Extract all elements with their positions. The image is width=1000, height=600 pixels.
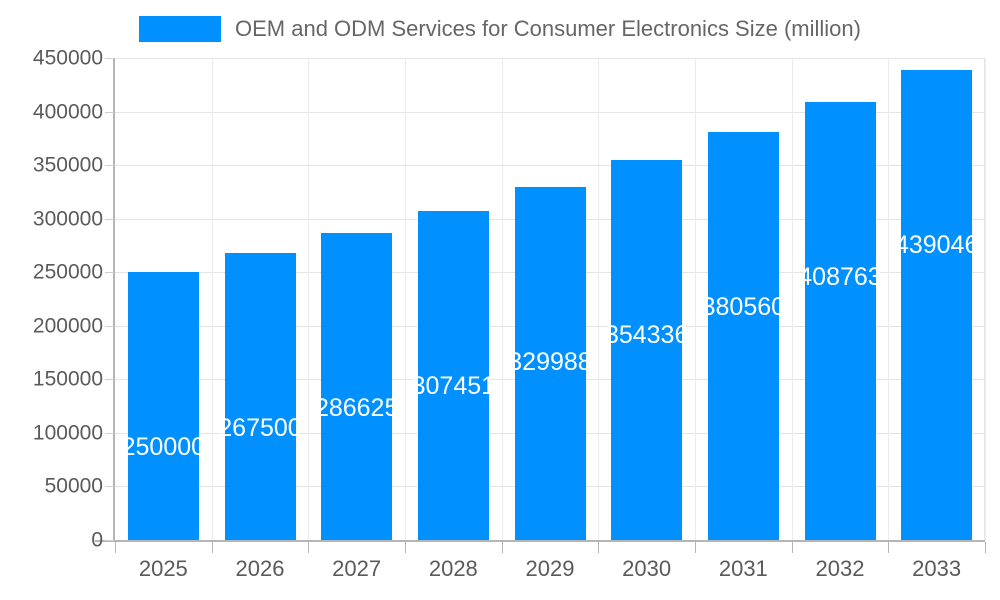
y-axis-tick-mark — [105, 165, 114, 167]
y-axis-tick-mark — [105, 111, 114, 113]
bar[interactable] — [321, 232, 393, 540]
gridline-vertical — [985, 58, 986, 540]
x-axis-tick-mark — [598, 542, 600, 553]
gridline-vertical — [211, 58, 213, 540]
y-axis-tick-mark — [105, 325, 114, 327]
y-axis-tick-mark — [105, 432, 114, 434]
y-axis-tick-mark — [105, 379, 114, 381]
y-axis-tick-mark — [105, 486, 114, 488]
x-axis-tick-label: 2030 — [622, 556, 672, 581]
x-axis-tick-mark — [501, 542, 503, 553]
bar[interactable] — [804, 102, 876, 540]
gridline-horizontal — [115, 111, 985, 113]
x-axis-tick-label: 2026 — [235, 556, 285, 581]
bar[interactable] — [514, 186, 586, 540]
x-axis-tick-label: 2032 — [815, 556, 865, 581]
x-axis-tick-mark — [888, 542, 890, 553]
x-axis-tick-mark — [985, 542, 986, 553]
y-axis-tick-label: 250000 — [32, 260, 103, 284]
x-axis-tick-label: 2031 — [718, 556, 768, 581]
x-axis-tick-label: 2033 — [912, 556, 962, 581]
bar[interactable] — [417, 210, 489, 540]
x-axis-tick-label: 2027 — [332, 556, 382, 581]
bar[interactable] — [611, 160, 683, 540]
gridline-vertical — [598, 58, 600, 540]
bar[interactable] — [127, 272, 199, 540]
x-axis-tick-label: 2028 — [428, 556, 478, 581]
legend-label: OEM and ODM Services for Consumer Electr… — [235, 16, 861, 41]
y-axis-tick-label: 300000 — [32, 207, 103, 231]
y-axis-labels: 0 50000 100000 150000 200000 250000 300000 3500… — [0, 0, 103, 600]
y-axis-tick-label: 450000 — [32, 46, 103, 70]
y-axis-tick-label: 0 — [91, 528, 103, 552]
y-axis-line — [113, 58, 115, 540]
y-axis-tick-label: 200000 — [32, 314, 103, 338]
y-axis-tick-mark — [105, 272, 114, 274]
y-axis-tick-mark — [105, 218, 114, 220]
bar[interactable] — [707, 132, 779, 540]
y-axis-tick-label: 100000 — [32, 421, 103, 445]
y-axis-tick-label: 350000 — [32, 153, 103, 177]
x-axis-tick-mark — [405, 542, 406, 553]
x-axis-tick-mark — [308, 542, 310, 553]
y-axis-tick-mark — [105, 540, 114, 541]
gridline-vertical — [308, 58, 310, 540]
x-axis-tick-mark — [791, 542, 793, 553]
y-axis-tick-label: 400000 — [32, 100, 103, 124]
chart-legend: OEM and ODM Services for Consumer Electr… — [0, 0, 1000, 58]
bar[interactable] — [901, 69, 973, 540]
legend-item-oem-odm-services[interactable]: OEM and ODM Services for Consumer Electr… — [139, 16, 861, 42]
gridline-vertical — [888, 58, 890, 540]
bar[interactable] — [224, 253, 296, 540]
y-axis-tick-label: 150000 — [32, 367, 103, 391]
gridline-vertical — [501, 58, 503, 540]
x-axis-tick-mark — [695, 542, 696, 553]
bars-container: 250000 267500 286625 307451 329988 354336 3805… — [127, 69, 973, 540]
gridline-vertical — [405, 58, 406, 540]
legend-color-swatch — [139, 16, 222, 42]
gridline-horizontal — [115, 58, 985, 59]
x-axis-tick-mark — [115, 542, 116, 553]
x-axis-line — [95, 540, 985, 542]
gridline-vertical — [791, 58, 793, 540]
y-axis-tick-mark — [105, 58, 114, 59]
x-axis-tick-label: 2025 — [138, 556, 188, 581]
gridline-horizontal — [115, 165, 985, 167]
y-axis-tick-label: 50000 — [44, 474, 103, 498]
x-axis-tick-mark — [211, 542, 213, 553]
gridline-vertical — [695, 58, 696, 540]
x-axis-tick-label: 2029 — [525, 556, 575, 581]
